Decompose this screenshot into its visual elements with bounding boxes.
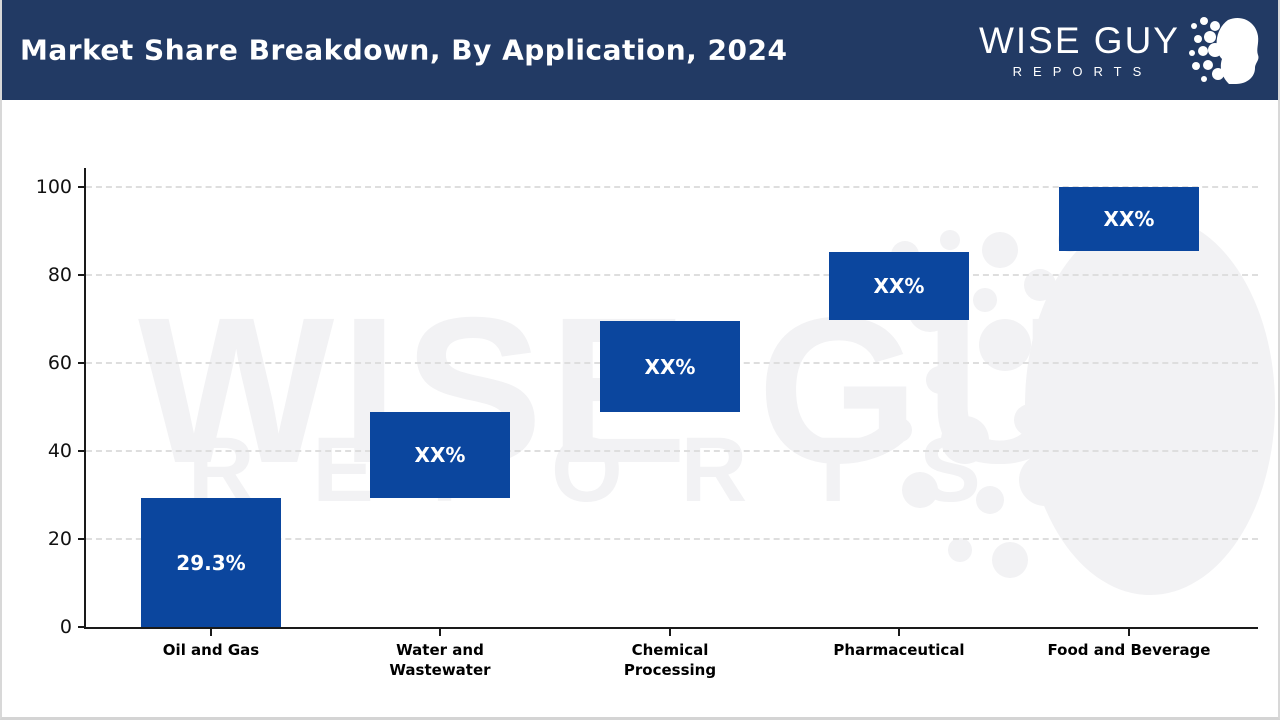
x-tick-1 — [439, 629, 441, 636]
bar-3: XX% — [829, 252, 969, 320]
category-label-line: Chemical — [631, 641, 709, 659]
y-tick-100 — [78, 186, 86, 188]
category-label-line: Processing — [623, 661, 717, 680]
gridline-100 — [86, 186, 1258, 188]
watermark-head-dots — [888, 215, 1275, 595]
bar-label-3: XX% — [873, 273, 925, 298]
y-tick-label-20: 20 — [47, 528, 72, 550]
x-axis — [84, 627, 1258, 629]
x-tick-2 — [669, 629, 671, 636]
bar-label-1: XX% — [414, 443, 466, 468]
bar-0: 29.3% — [141, 498, 281, 627]
category-label-3: Pharmaceutical — [799, 640, 999, 660]
brand-reports-text: REPORTS — [1012, 64, 1153, 79]
bar-1: XX% — [370, 412, 510, 499]
category-label-line: Pharmaceutical — [833, 641, 965, 659]
bar-label-2: XX% — [644, 354, 696, 379]
y-tick-label-100: 100 — [35, 176, 72, 198]
x-tick-3 — [898, 629, 900, 636]
gridline-20 — [86, 538, 1258, 540]
category-label-0: Oil and Gas — [111, 640, 311, 660]
y-tick-40 — [78, 450, 86, 452]
category-label-line: Water and — [396, 641, 484, 659]
y-tick-label-80: 80 — [47, 264, 72, 286]
category-label-line: Wastewater — [389, 661, 491, 680]
bar-2: XX% — [600, 321, 740, 413]
category-label-1: Water and Wastewater — [340, 640, 540, 681]
x-tick-0 — [210, 629, 212, 636]
category-label-2: Chemical Processing — [570, 640, 770, 681]
brand-logo: WISE GUY REPORTS — [979, 14, 1259, 88]
y-tick-label-60: 60 — [47, 352, 72, 374]
gridline-80 — [86, 274, 1258, 276]
category-label-line: Food and Beverage — [1047, 641, 1211, 659]
y-tick-label-40: 40 — [47, 440, 72, 462]
y-tick-80 — [78, 274, 86, 276]
x-tick-4 — [1128, 629, 1130, 636]
bar-4: XX% — [1059, 187, 1199, 251]
y-tick-60 — [78, 362, 86, 364]
bar-label-0: 29.3% — [176, 550, 246, 575]
category-label-4: Food and Beverage — [1029, 640, 1229, 660]
header-bar: Market Share Breakdown, By Application, … — [0, 0, 1280, 100]
bar-label-4: XX% — [1103, 206, 1155, 231]
y-tick-20 — [78, 538, 86, 540]
y-tick-0 — [78, 626, 86, 628]
y-axis — [84, 168, 86, 629]
brand-wordmark: WISE GUY REPORTS — [979, 20, 1180, 79]
category-label-line: Oil and Gas — [162, 641, 260, 659]
gridline-40 — [86, 450, 1258, 452]
face-dots-icon — [1189, 17, 1259, 84]
brand-wiseguy-text: WISE GUY — [978, 20, 1180, 61]
y-tick-label-0: 0 — [59, 616, 72, 638]
page-title: Market Share Breakdown, By Application, … — [20, 33, 788, 67]
